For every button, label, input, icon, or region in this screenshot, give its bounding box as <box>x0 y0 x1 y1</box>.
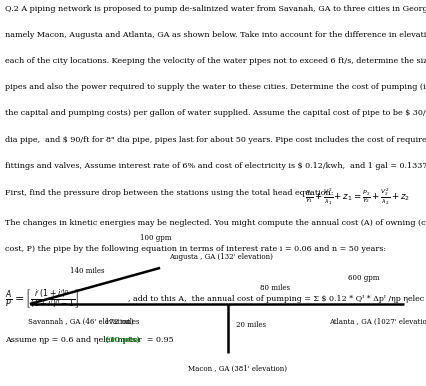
Text: Macon , GA (381' elevation): Macon , GA (381' elevation) <box>187 365 286 372</box>
Text: each of the city locations. Keeping the velocity of the water pipes not to excee: each of the city locations. Keeping the … <box>5 57 426 65</box>
Text: 20 miles: 20 miles <box>236 321 265 329</box>
Text: cost, P) the pipe by the following equation in terms of interest rate i = 0.06 a: cost, P) the pipe by the following equat… <box>5 245 386 254</box>
Text: Augusta , GA (132' elevation): Augusta , GA (132' elevation) <box>168 253 272 261</box>
Text: fittings and valves, Assume interest rate of 6% and cost of electricity is $ 0.1: fittings and valves, Assume interest rat… <box>5 162 426 170</box>
Text: pipes and also the power required to supply the water to these cities. Determine: pipes and also the power required to sup… <box>5 83 426 91</box>
Text: 600 gpm: 600 gpm <box>347 274 379 282</box>
Text: 172 miles: 172 miles <box>104 318 139 326</box>
Text: Atlanta , GA (1027' elevation): Atlanta , GA (1027' elevation) <box>328 318 426 326</box>
Text: namely Macon, Augusta and Atlanta, GA as shown below. Take into account for the : namely Macon, Augusta and Atlanta, GA as… <box>5 31 426 39</box>
Text: The changes in kinetic energies may be neglected. You might compute the annual c: The changes in kinetic energies may be n… <box>5 219 426 227</box>
Text: 140 miles: 140 miles <box>70 267 105 275</box>
Text: Assume ηp = 0.6 and ηelec motor  = 0.95: Assume ηp = 0.6 and ηelec motor = 0.95 <box>5 336 181 344</box>
Text: dia pipe,  and $ 90/ft for 8" dia pipe, pipes last for about 50 years. Pipe cost: dia pipe, and $ 90/ft for 8" dia pipe, p… <box>5 135 426 144</box>
Text: 100 gpm: 100 gpm <box>140 234 171 242</box>
Text: the capital and pumping costs) per gallon of water supplied. Assume the capital : the capital and pumping costs) per gallo… <box>5 110 426 117</box>
Text: $\frac{A}{P}=\left[\frac{i^{\prime}\,(1+i^{\prime})^n}{(1+i^{\prime})^n-1}\right: $\frac{A}{P}=\left[\frac{i^{\prime}\,(1+… <box>5 287 79 310</box>
Text: Q.2 A piping network is proposed to pump de-salinized water from Savanah, GA to : Q.2 A piping network is proposed to pump… <box>5 5 426 13</box>
Text: Savannah , GA (46' elevation): Savannah , GA (46' elevation) <box>28 318 133 326</box>
Text: 80 miles: 80 miles <box>260 284 290 292</box>
Text: (30 pts): (30 pts) <box>104 336 140 344</box>
Text: First, find the pressure drop between the stations using the total head equation: First, find the pressure drop between th… <box>5 189 333 197</box>
Text: , add to this A,  the annual cost of pumping = Σ $ 0.12 * Qᴵ * Δpᴵ /ηp ηelec mot: , add to this A, the annual cost of pump… <box>128 295 426 303</box>
Text: $\frac{P_1}{\gamma_1}+\frac{V_1^2}{\lambda_1}+z_1=\frac{P_2}{\gamma_2}+\frac{V_2: $\frac{P_1}{\gamma_1}+\frac{V_1^2}{\lamb… <box>305 187 409 207</box>
